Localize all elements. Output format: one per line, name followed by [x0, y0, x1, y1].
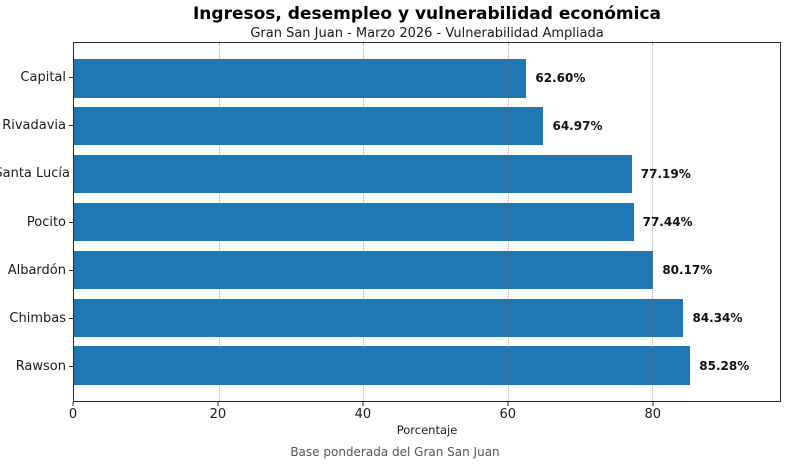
bar-row: 80.17%: [74, 250, 780, 290]
y-tick-label: Chimbas: [9, 311, 66, 326]
bar-row: 64.97%: [74, 106, 780, 146]
y-tick-mark: [69, 125, 73, 126]
x-axis-title: Porcentaje: [396, 423, 458, 437]
chart-subtitle: Gran San Juan - Marzo 2026 - Vulnerabili…: [250, 26, 604, 41]
x-tick-label: 40: [354, 407, 372, 422]
bar-value-label: 84.34%: [692, 310, 743, 325]
y-tick: Rivadavia: [0, 106, 73, 145]
chart-footer-note: Base ponderada del Gran San Juan: [290, 445, 500, 459]
y-tick-mark: [69, 269, 73, 271]
x-tick-mark: [652, 402, 654, 406]
x-axis-ticks: 0 20 40 60 80: [69, 402, 781, 424]
y-tick-label: Rawson: [15, 359, 66, 375]
y-tick: Capital: [0, 58, 73, 97]
x-tick-mark: [507, 402, 509, 406]
bar-row: 84.34%: [74, 298, 780, 338]
bar-value-label: 64.97%: [552, 119, 603, 134]
bar-value-label: 62.60%: [535, 71, 586, 86]
y-tick: Santa Lucía: [0, 155, 73, 194]
bar-row: 77.19%: [74, 154, 780, 194]
gridline: [652, 43, 654, 401]
chart-title: Ingresos, desempleo y vulnerabilidad eco…: [192, 4, 662, 24]
bars-container: 62.60% 64.97% 77.19% 77.44% 80.17% 84.34% 85.2…: [74, 59, 780, 385]
bar-value-label: 85.28%: [699, 358, 750, 373]
bar: [74, 154, 632, 194]
y-tick-label: Rivadavia: [2, 118, 66, 133]
gridline: [363, 43, 365, 401]
y-tick-label: Pocito: [26, 214, 66, 230]
bar-row: 77.44%: [74, 202, 780, 242]
y-tick: Albardón: [0, 251, 73, 290]
y-tick-label: Albardón: [7, 262, 66, 278]
y-tick: Pocito: [0, 203, 73, 242]
bar-value-label: 80.17%: [662, 262, 713, 277]
x-tick-label: 0: [68, 407, 78, 422]
x-tick-mark: [217, 402, 219, 406]
bar-value-label: 77.19%: [640, 167, 691, 182]
y-tick-mark: [69, 221, 73, 223]
y-axis-labels: Capital Rivadavia Santa Lucía Pocito Albardó…: [0, 58, 73, 386]
x-tick-label: 60: [499, 407, 517, 422]
bar: [74, 346, 691, 385]
y-tick-mark: [69, 366, 73, 368]
x-tick-label: 80: [644, 407, 661, 422]
y-tick: Rawson: [0, 348, 73, 387]
x-tick-mark: [72, 402, 74, 406]
bar: [74, 106, 544, 146]
bar-value-label: 77.44%: [642, 214, 693, 229]
x-tick-label: 20: [209, 407, 227, 422]
x-tick-mark: [362, 402, 364, 406]
bar: [74, 298, 684, 338]
y-tick-mark: [69, 318, 73, 319]
gridline: [507, 43, 509, 401]
y-tick-label: Capital: [20, 69, 66, 85]
bar: [74, 202, 634, 242]
y-tick-mark: [69, 76, 73, 78]
plot-area: 62.60% 64.97% 77.19% 77.44% 80.17% 84.34% 85.2…: [73, 42, 781, 402]
bar-row: 62.60%: [74, 59, 780, 98]
y-tick: Chimbas: [0, 299, 73, 338]
gridline: [218, 43, 220, 401]
bar: [74, 59, 527, 98]
y-tick-label: Santa Lucía: [0, 166, 70, 182]
bar-row: 85.28%: [74, 346, 780, 385]
